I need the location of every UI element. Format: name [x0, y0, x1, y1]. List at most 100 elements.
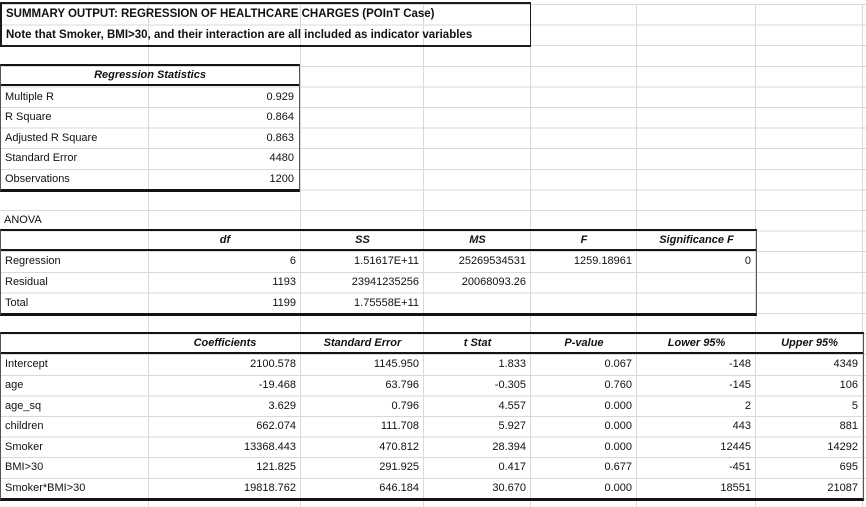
anova-source: Residual [5, 276, 48, 289]
coef-name: age_sq [5, 399, 42, 412]
stat-label-adjusted-r-square: Adjusted R Square [5, 131, 98, 144]
stat-label-observations: Observations [5, 173, 70, 186]
coef-se: 291.925 [379, 461, 419, 474]
anova-source: Total [5, 296, 29, 309]
coef-upper-95: 881 [839, 420, 858, 433]
stat-label-r-square: R Square [5, 111, 52, 124]
anova-f: 1259.18961 [573, 255, 632, 268]
coef-se: 111.708 [380, 420, 419, 433]
anova-ss: 1.75558E+11 [354, 296, 419, 309]
coef-se: 470.812 [379, 440, 419, 453]
header-lower-95: Lower 95% [667, 336, 726, 349]
coef-se: 646.184 [379, 482, 419, 495]
coef-name: Smoker*BMI>30 [5, 482, 86, 495]
coef-name: Intercept [5, 358, 48, 371]
coef-upper-95: 106 [839, 379, 858, 392]
coef-row-age[interactable]: age -19.468 63.796 -0.305 0.760 -145 106 [1, 375, 863, 396]
stat-value-multiple-r: 0.929 [266, 90, 294, 103]
table-row[interactable]: Standard Error 4480 [1, 148, 299, 169]
anova-header-ss: SS [355, 233, 370, 246]
anova-source: Regression [5, 255, 61, 268]
coef-t-stat: 0.417 [498, 461, 526, 474]
table-row[interactable]: R Square 0.864 [1, 107, 299, 128]
title-block: SUMMARY OUTPUT: REGRESSION OF HEALTHCARE… [0, 2, 531, 48]
table-row[interactable]: Adjusted R Square 0.863 [1, 128, 299, 149]
coef-name: children [5, 420, 44, 433]
coef-upper-95: 695 [839, 461, 858, 474]
anova-row-residual[interactable]: Residual 1193 23941235256 20068093.26 [1, 272, 756, 293]
coef-row-bmi30[interactable]: BMI>30 121.825 291.925 0.417 0.677 -451 … [1, 457, 863, 478]
table-row[interactable]: Observations 1200 [1, 169, 299, 190]
regression-statistics-table: Regression Statistics Multiple R 0.929 R… [0, 63, 300, 193]
coef-t-stat: 4.557 [498, 399, 526, 412]
coef-value: -19.468 [258, 379, 296, 392]
header-t-stat: t Stat [463, 336, 492, 349]
coef-t-stat: 1.833 [498, 358, 526, 371]
coef-t-stat: 28.394 [492, 440, 526, 453]
stat-label-standard-error: Standard Error [5, 152, 78, 165]
header-p-value: P-value [564, 336, 604, 349]
coefficients-table: Coefficients Standard Error t Stat P-val… [0, 331, 864, 502]
header-coefficients: Coefficients [193, 336, 257, 349]
header-upper-95: Upper 95% [781, 336, 838, 349]
coef-lower-95: -145 [728, 379, 751, 392]
note-row[interactable]: Note that Smoker, BMI>30, and their inte… [2, 25, 530, 46]
header-standard-error: Standard Error [323, 336, 402, 349]
coef-p-value: 0.067 [604, 358, 632, 371]
coefficients-header-row[interactable]: Coefficients Standard Error t Stat P-val… [1, 334, 863, 355]
coef-lower-95: 443 [732, 420, 751, 433]
coef-lower-95: -451 [728, 461, 751, 474]
coef-p-value: 0.000 [604, 420, 632, 433]
anova-header-row[interactable]: df SS MS F Significance F [1, 231, 756, 252]
coef-se: 0.796 [391, 399, 419, 412]
table-row[interactable]: Multiple R 0.929 [1, 86, 299, 107]
sheet-note: Note that Smoker, BMI>30, and their inte… [6, 28, 473, 41]
regression-statistics-header-row[interactable]: Regression Statistics [1, 66, 299, 87]
anova-header-ms: MS [469, 233, 486, 246]
anova-row-total[interactable]: Total 1199 1.75558E+11 [1, 292, 756, 313]
coef-lower-95: -148 [728, 358, 751, 371]
anova-row-regression[interactable]: Regression 6 1.51617E+11 25269534531 125… [1, 251, 756, 272]
stat-value-standard-error: 4480 [269, 152, 294, 165]
coef-name: Smoker [5, 440, 43, 453]
coef-lower-95: 18551 [720, 482, 751, 495]
coef-value: 13368.443 [244, 440, 296, 453]
coef-p-value: 0.677 [604, 461, 632, 474]
coef-name: age [5, 379, 24, 392]
anova-header-df: df [219, 233, 231, 246]
coef-se: 1145.950 [373, 358, 419, 371]
coef-p-value: 0.760 [604, 379, 632, 392]
stat-value-observations: 1200 [269, 173, 294, 186]
stat-value-r-square: 0.864 [266, 111, 294, 124]
anova-sig-f: 0 [744, 255, 751, 268]
coef-upper-95: 14292 [827, 440, 858, 453]
coef-row-children[interactable]: children 662.074 111.708 5.927 0.000 443… [1, 416, 863, 437]
coef-value: 3.629 [268, 399, 296, 412]
coef-upper-95: 21087 [827, 482, 858, 495]
coef-value: 662.074 [256, 420, 296, 433]
anova-header-f: F [580, 233, 588, 246]
stat-value-adjusted-r-square: 0.863 [266, 131, 294, 144]
coef-value: 121.825 [256, 461, 296, 474]
coef-row-intercept[interactable]: Intercept 2100.578 1145.950 1.833 0.067 … [1, 354, 863, 375]
anova-section-label[interactable]: ANOVA [4, 214, 42, 227]
coef-row-smoker-bmi30[interactable]: Smoker*BMI>30 19818.762 646.184 30.670 0… [1, 478, 863, 499]
anova-header-significance-f: Significance F [659, 233, 734, 246]
anova-df: 1193 [272, 276, 296, 289]
coef-t-stat: 5.927 [498, 420, 526, 433]
coef-p-value: 0.000 [604, 482, 632, 495]
coef-row-age-sq[interactable]: age_sq 3.629 0.796 4.557 0.000 2 5 [1, 395, 863, 416]
sheet-title: SUMMARY OUTPUT: REGRESSION OF HEALTHCARE… [6, 8, 435, 21]
coef-row-smoker[interactable]: Smoker 13368.443 470.812 28.394 0.000 12… [1, 437, 863, 458]
title-row[interactable]: SUMMARY OUTPUT: REGRESSION OF HEALTHCARE… [2, 4, 530, 25]
regression-statistics-header: Regression Statistics [94, 69, 206, 82]
anova-df: 6 [289, 255, 296, 268]
coef-lower-95: 2 [744, 399, 751, 412]
coef-upper-95: 4349 [833, 358, 858, 371]
coef-lower-95: 12445 [720, 440, 751, 453]
coef-value: 19818.762 [244, 482, 296, 495]
coef-value: 2100.578 [250, 358, 296, 371]
anova-df: 1199 [272, 296, 296, 309]
coef-se: 63.796 [385, 379, 419, 392]
